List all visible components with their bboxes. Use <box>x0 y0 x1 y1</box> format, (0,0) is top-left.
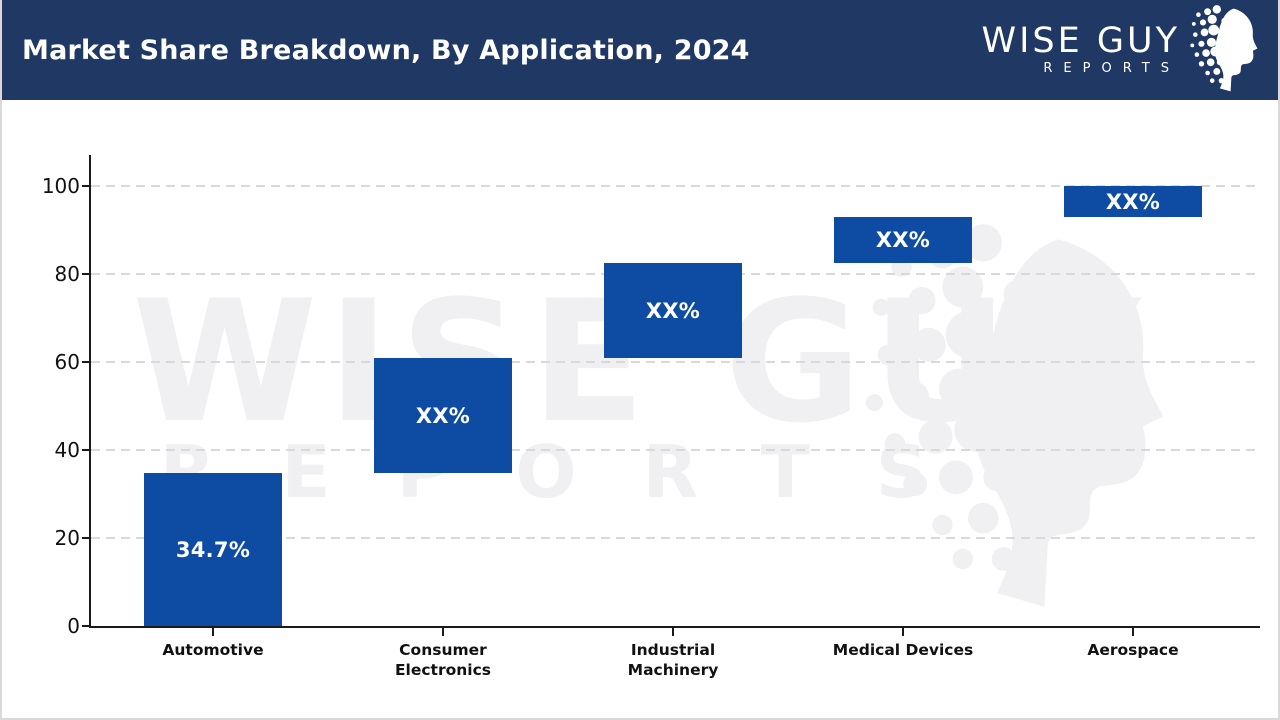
y-tick-label: 0 <box>67 614 80 638</box>
x-tick-mark <box>1132 628 1134 636</box>
gridline <box>91 449 1257 451</box>
y-tick-label: 100 <box>41 174 80 198</box>
bar-value-label: 34.7% <box>175 537 251 562</box>
x-tick-label: Industrial Machinery <box>627 641 719 679</box>
bar: XX% <box>1064 186 1202 218</box>
x-tick-mark <box>212 628 214 636</box>
y-tick-mark <box>82 361 90 363</box>
bar: XX% <box>604 262 742 359</box>
bar-value-label: XX% <box>1105 189 1161 214</box>
y-tick-label: 80 <box>54 262 80 286</box>
waterfall-chart: 0 20 40 60 80 100 34.7% Automotive XX% Consumer E… <box>2 100 1278 718</box>
gridline <box>91 537 1257 539</box>
x-axis <box>89 626 1260 628</box>
bar-value-label: XX% <box>875 227 931 252</box>
logo-wordmark: WISE GUY <box>981 21 1180 61</box>
watermark-subtitle: REPORTS <box>160 430 994 514</box>
y-tick-mark <box>82 537 90 539</box>
y-tick-mark <box>82 625 90 627</box>
x-tick-label: Aerospace <box>1087 641 1179 659</box>
x-tick-mark <box>442 628 444 636</box>
y-axis <box>89 155 91 628</box>
watermark-face-icon <box>854 198 1194 648</box>
bar-value-label: XX% <box>415 403 471 428</box>
wiseguy-face-icon <box>1184 4 1268 96</box>
y-tick-mark <box>82 185 90 187</box>
x-tick-label: Consumer Electronics <box>394 641 492 679</box>
bar: 34.7% <box>144 473 282 626</box>
x-tick-label: Medical Devices <box>832 641 974 659</box>
logo-subtitle: REPORTS <box>1043 61 1180 76</box>
y-tick-mark <box>82 273 90 275</box>
chart-title: Market Share Breakdown, By Application, … <box>22 34 750 66</box>
bar-value-label: XX% <box>645 298 701 323</box>
gridline <box>91 361 1257 363</box>
y-tick-mark <box>82 449 90 451</box>
report-header: Market Share Breakdown, By Application, … <box>2 0 1278 100</box>
bar: XX% <box>834 217 972 263</box>
y-tick-label: 20 <box>54 526 80 550</box>
x-tick-mark <box>672 628 674 636</box>
x-tick-mark <box>902 628 904 636</box>
y-tick-label: 60 <box>54 350 80 374</box>
bar: XX% <box>374 358 512 474</box>
x-tick-label: Automotive <box>162 641 264 659</box>
y-tick-label: 40 <box>54 438 80 462</box>
wiseguy-logo-text: WISE GUY REPORTS <box>981 23 1180 77</box>
gridline <box>91 185 1257 187</box>
wiseguy-logo: WISE GUY REPORTS <box>981 0 1268 100</box>
